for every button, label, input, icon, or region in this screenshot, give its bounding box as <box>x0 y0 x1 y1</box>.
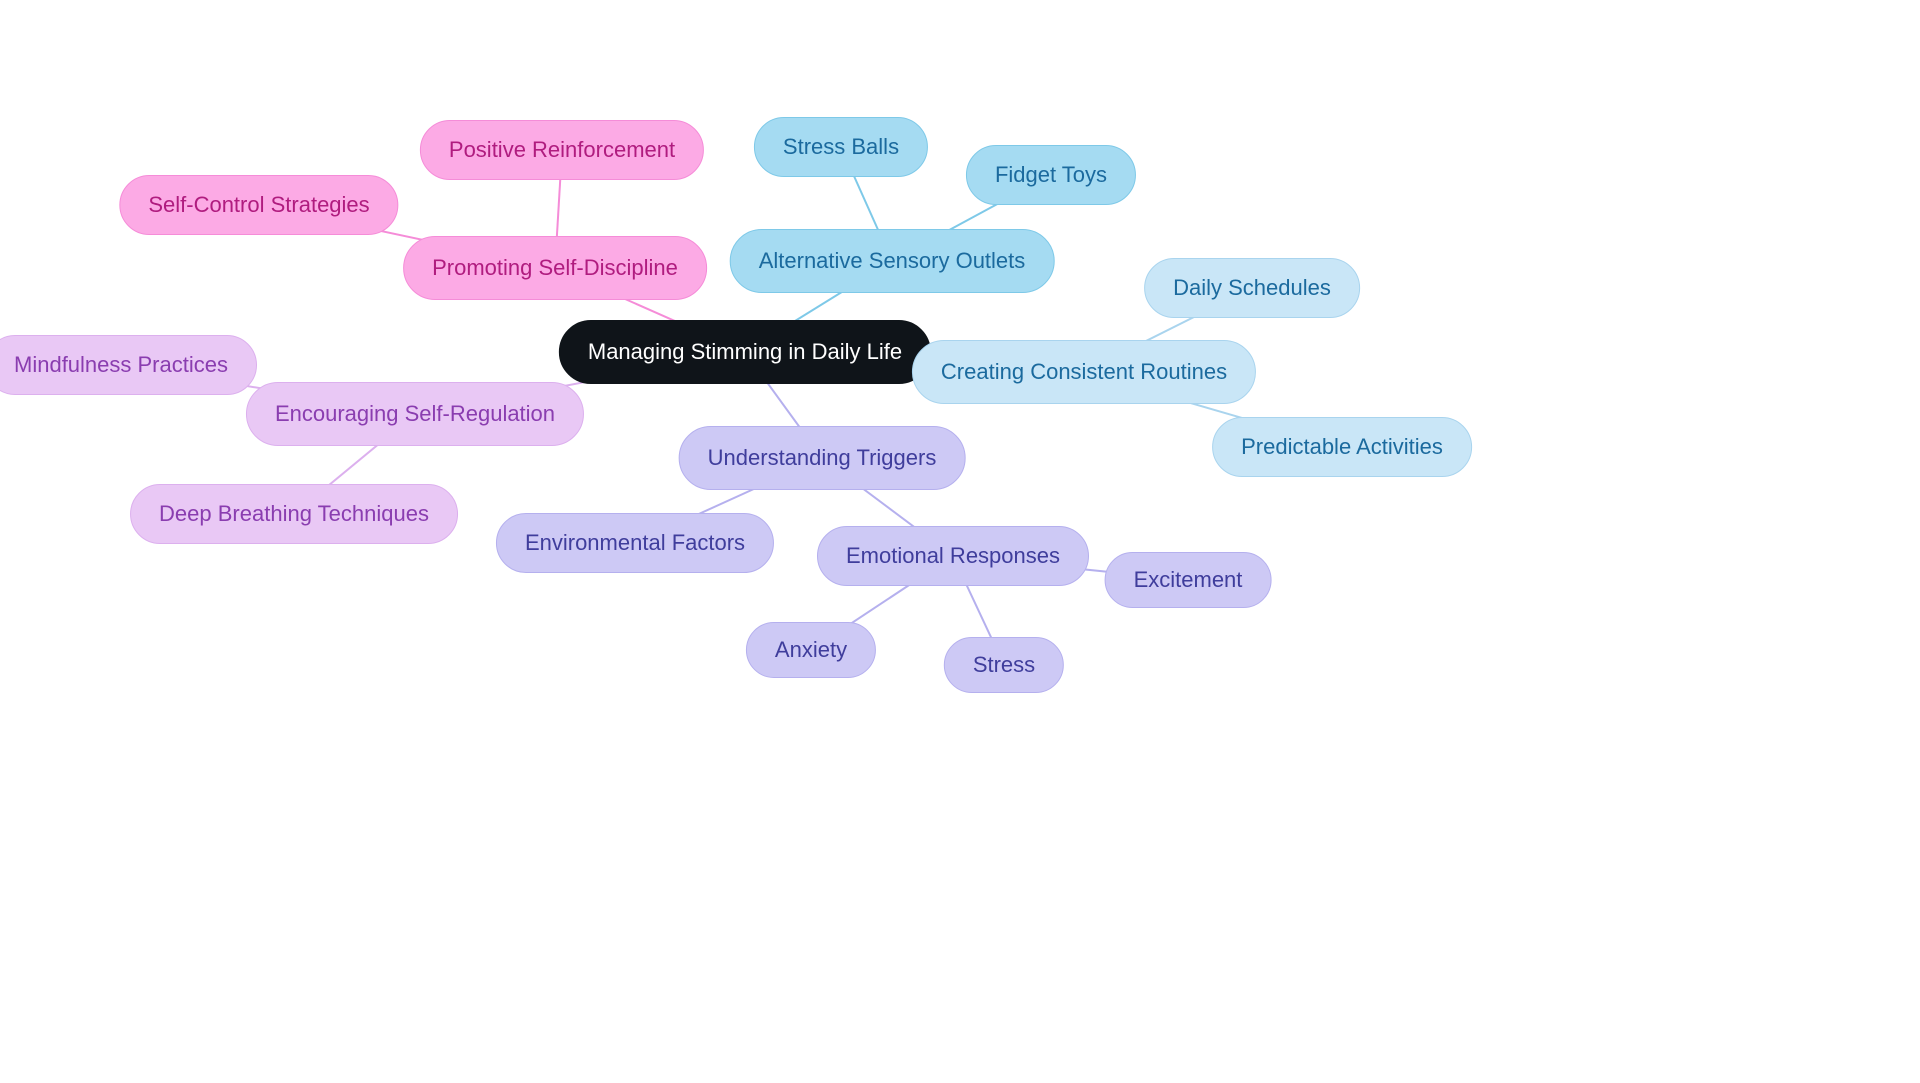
node-triggers[interactable]: Understanding Triggers <box>679 426 966 490</box>
node-stress-balls[interactable]: Stress Balls <box>754 117 928 177</box>
node-self-reg[interactable]: Encouraging Self-Regulation <box>246 382 584 446</box>
node-alt-sensory[interactable]: Alternative Sensory Outlets <box>730 229 1055 293</box>
node-breathing[interactable]: Deep Breathing Techniques <box>130 484 458 544</box>
node-anxiety[interactable]: Anxiety <box>746 622 876 678</box>
node-env-factors[interactable]: Environmental Factors <box>496 513 774 573</box>
node-emotional[interactable]: Emotional Responses <box>817 526 1089 586</box>
node-routines[interactable]: Creating Consistent Routines <box>912 340 1256 404</box>
mindmap-canvas: Managing Stimming in Daily Life Alternat… <box>0 0 1920 1083</box>
node-self-control[interactable]: Self-Control Strategies <box>119 175 398 235</box>
node-self-disc[interactable]: Promoting Self-Discipline <box>403 236 707 300</box>
node-fidget-toys[interactable]: Fidget Toys <box>966 145 1136 205</box>
node-predictable[interactable]: Predictable Activities <box>1212 417 1472 477</box>
node-pos-reinforce[interactable]: Positive Reinforcement <box>420 120 704 180</box>
node-schedules[interactable]: Daily Schedules <box>1144 258 1360 318</box>
node-excitement[interactable]: Excitement <box>1105 552 1272 608</box>
node-mindfulness[interactable]: Mindfulness Practices <box>0 335 257 395</box>
node-stress[interactable]: Stress <box>944 637 1064 693</box>
node-root[interactable]: Managing Stimming in Daily Life <box>559 320 931 384</box>
